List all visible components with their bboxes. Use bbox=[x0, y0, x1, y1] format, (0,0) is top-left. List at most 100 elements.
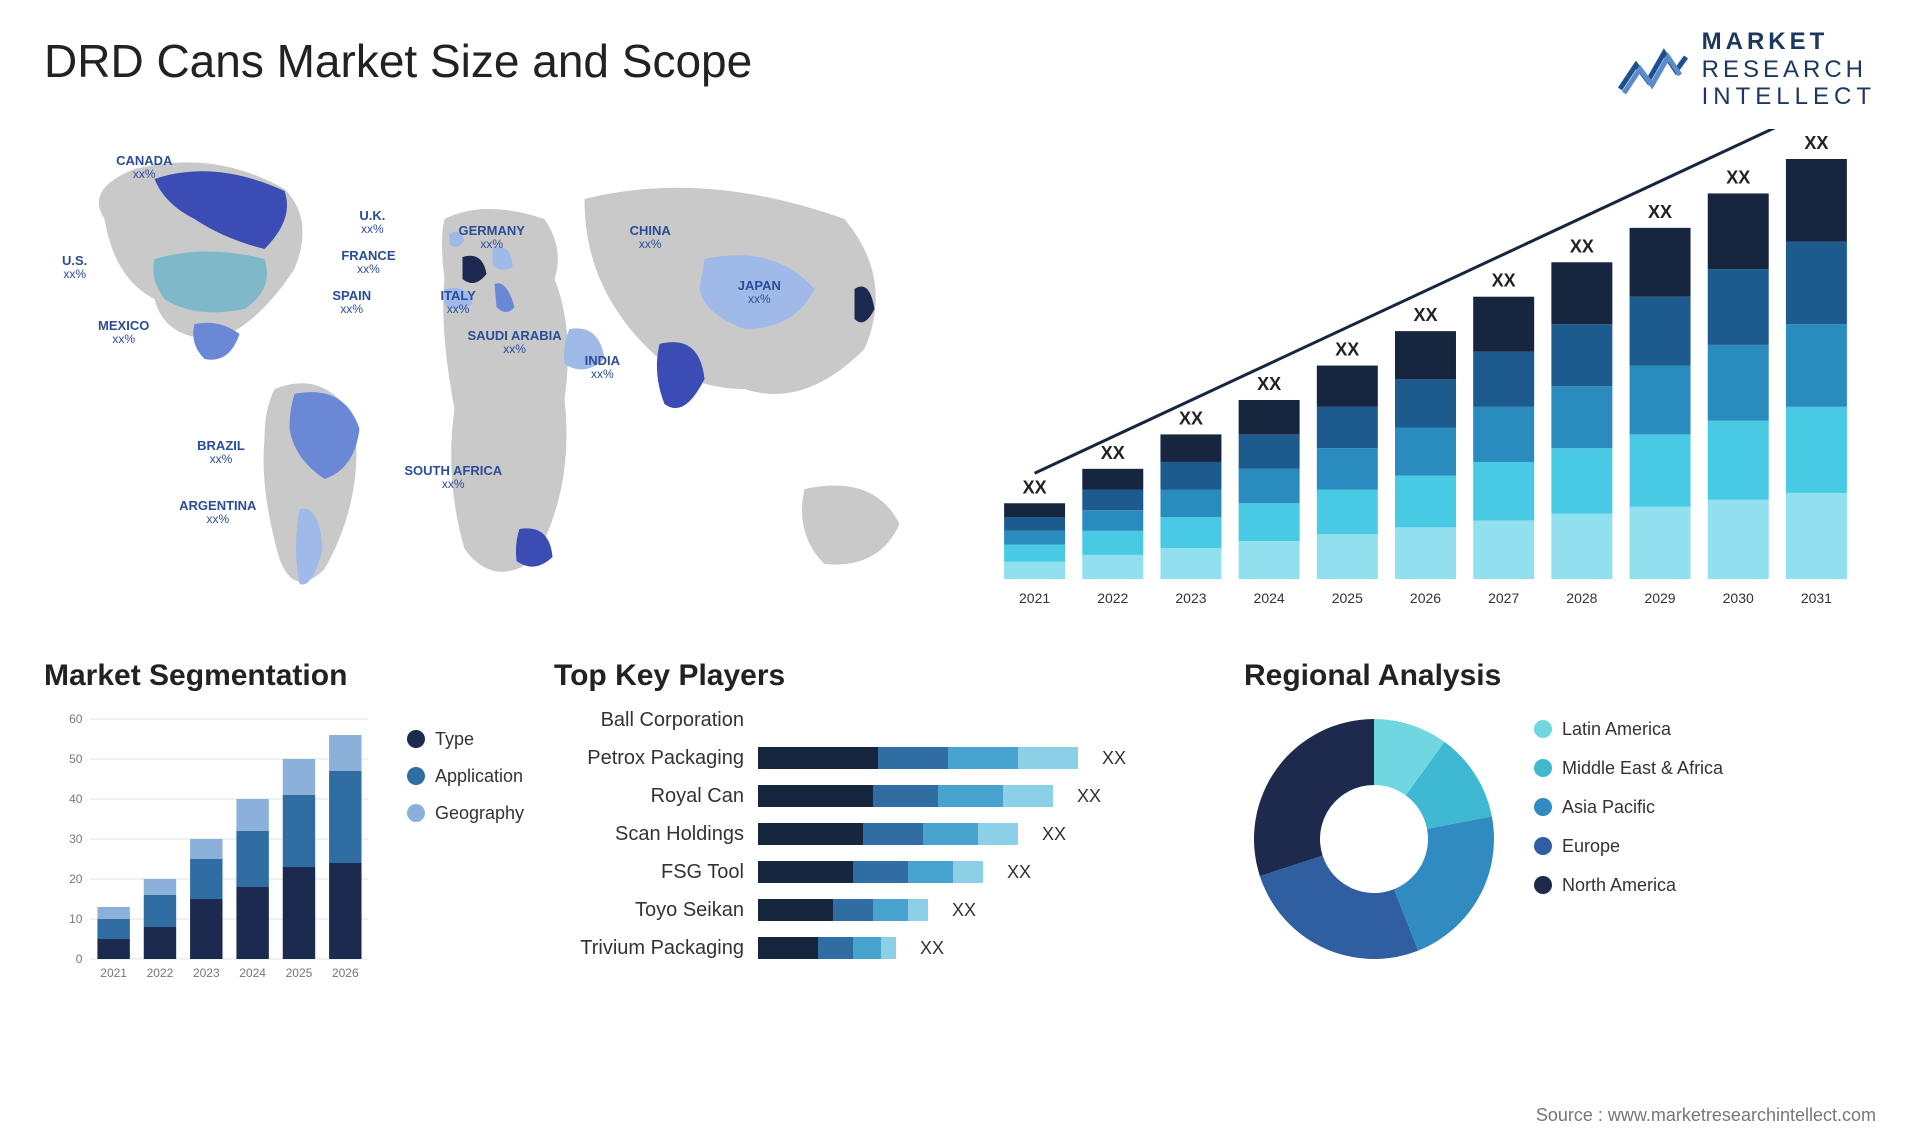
player-value: XX bbox=[1102, 748, 1126, 769]
player-row: Royal Can XX bbox=[554, 785, 1214, 808]
legend-item: Geography bbox=[407, 803, 524, 824]
country-label: SOUTH AFRICAxx% bbox=[404, 464, 502, 491]
player-bar bbox=[758, 823, 1018, 845]
svg-text:XX: XX bbox=[1804, 133, 1828, 153]
country-label: SPAINxx% bbox=[332, 289, 371, 316]
player-name: Toyo Seikan bbox=[554, 899, 744, 922]
legend-item: North America bbox=[1534, 875, 1723, 896]
svg-text:2030: 2030 bbox=[1723, 590, 1754, 606]
svg-text:30: 30 bbox=[69, 832, 83, 846]
svg-text:2026: 2026 bbox=[332, 966, 359, 980]
svg-text:2023: 2023 bbox=[193, 966, 220, 980]
svg-text:2024: 2024 bbox=[1254, 590, 1285, 606]
player-name: Petrox Packaging bbox=[554, 747, 744, 770]
player-name: Ball Corporation bbox=[554, 709, 744, 732]
players-list: Ball CorporationPetrox PackagingXXRoyal … bbox=[554, 709, 1214, 960]
country-label: U.K.xx% bbox=[359, 209, 385, 236]
svg-text:XX: XX bbox=[1492, 270, 1516, 290]
brand-line2: RESEARCH bbox=[1702, 56, 1876, 84]
player-row: Toyo Seikan XX bbox=[554, 899, 1214, 922]
regional-title: Regional Analysis bbox=[1244, 659, 1876, 693]
segmentation-chart: 0 10 20 30 40 50 60 2021 2022 2023 2024 2025 2026 bbox=[44, 709, 385, 989]
svg-text:60: 60 bbox=[69, 712, 83, 726]
country-label: SAUDI ARABIAxx% bbox=[467, 329, 561, 356]
brand-line3: INTELLECT bbox=[1702, 83, 1876, 111]
country-label: MEXICOxx% bbox=[98, 319, 149, 346]
player-value: XX bbox=[952, 900, 976, 921]
svg-text:2022: 2022 bbox=[1097, 590, 1128, 606]
brand-line1: MARKET bbox=[1702, 28, 1876, 56]
players-title: Top Key Players bbox=[554, 659, 1214, 693]
legend-item: Application bbox=[407, 766, 524, 787]
svg-text:XX: XX bbox=[1570, 236, 1594, 256]
svg-text:2021: 2021 bbox=[100, 966, 127, 980]
legend-item: Type bbox=[407, 729, 524, 750]
regional-legend: Latin America Middle East & Africa Asia Pa… bbox=[1534, 709, 1723, 969]
country-label: FRANCExx% bbox=[341, 249, 395, 276]
country-label: ITALYxx% bbox=[440, 289, 475, 316]
svg-text:2029: 2029 bbox=[1644, 590, 1675, 606]
player-row: FSG Tool XX bbox=[554, 861, 1214, 884]
forecast-chart: XX2021XX2022XX2023XX2024XX2025XX2026XX20… bbox=[975, 129, 1876, 629]
player-bar bbox=[758, 861, 983, 883]
svg-text:2025: 2025 bbox=[286, 966, 313, 980]
svg-text:2025: 2025 bbox=[1332, 590, 1363, 606]
svg-text:2028: 2028 bbox=[1566, 590, 1597, 606]
svg-text:10: 10 bbox=[69, 912, 83, 926]
player-name: Royal Can bbox=[554, 785, 744, 808]
regional-donut bbox=[1244, 709, 1504, 969]
svg-text:20: 20 bbox=[69, 872, 83, 886]
segmentation-title: Market Segmentation bbox=[44, 659, 524, 693]
svg-text:XX: XX bbox=[1648, 202, 1672, 222]
country-label: GERMANYxx% bbox=[458, 224, 524, 251]
player-value: XX bbox=[1042, 824, 1066, 845]
legend-item: Europe bbox=[1534, 836, 1723, 857]
world-map-chart: CANADAxx% U.S.xx% MEXICOxx% BRAZILxx% ARGENT… bbox=[44, 129, 945, 629]
brand-logo: MARKET RESEARCH INTELLECT bbox=[1618, 28, 1876, 111]
country-label: CHINAxx% bbox=[630, 224, 671, 251]
player-row: Ball Corporation bbox=[554, 709, 1214, 732]
player-row: Trivium Packaging XX bbox=[554, 937, 1214, 960]
svg-text:2023: 2023 bbox=[1175, 590, 1206, 606]
svg-text:XX: XX bbox=[1726, 167, 1750, 187]
country-label: U.S.xx% bbox=[62, 254, 87, 281]
svg-text:2024: 2024 bbox=[239, 966, 266, 980]
svg-text:0: 0 bbox=[76, 952, 83, 966]
brand-mark-icon bbox=[1618, 43, 1688, 95]
page-title: DRD Cans Market Size and Scope bbox=[44, 34, 752, 88]
svg-text:2031: 2031 bbox=[1801, 590, 1832, 606]
player-value: XX bbox=[1007, 862, 1031, 883]
player-value: XX bbox=[1077, 786, 1101, 807]
player-bar bbox=[758, 937, 896, 959]
country-label: JAPANxx% bbox=[738, 279, 781, 306]
player-name: Trivium Packaging bbox=[554, 937, 744, 960]
country-label: BRAZILxx% bbox=[197, 439, 245, 466]
svg-text:XX: XX bbox=[1257, 374, 1281, 394]
legend-item: Latin America bbox=[1534, 719, 1723, 740]
svg-text:40: 40 bbox=[69, 792, 83, 806]
legend-item: Middle East & Africa bbox=[1534, 758, 1723, 779]
source-text: Source : www.marketresearchintellect.com bbox=[1536, 1105, 1876, 1126]
svg-text:XX: XX bbox=[1101, 443, 1125, 463]
player-name: FSG Tool bbox=[554, 861, 744, 884]
player-bar bbox=[758, 747, 1078, 769]
forecast-svg: XX2021XX2022XX2023XX2024XX2025XX2026XX20… bbox=[975, 129, 1876, 629]
players-section: Top Key Players Ball Corporation Petrox P… bbox=[554, 659, 1214, 989]
legend-item: Asia Pacific bbox=[1534, 797, 1723, 818]
country-label: ARGENTINAxx% bbox=[179, 499, 256, 526]
svg-text:2026: 2026 bbox=[1410, 590, 1441, 606]
svg-text:XX: XX bbox=[1179, 408, 1203, 428]
player-bar bbox=[758, 785, 1053, 807]
svg-text:2022: 2022 bbox=[147, 966, 174, 980]
svg-text:50: 50 bbox=[69, 752, 83, 766]
player-bar bbox=[758, 899, 928, 921]
country-label: INDIAxx% bbox=[585, 354, 620, 381]
country-label: CANADAxx% bbox=[116, 154, 172, 181]
player-row: Scan HoldingsXX bbox=[554, 823, 1214, 846]
regional-section: Regional Analysis Latin America Middle Ea… bbox=[1244, 659, 1876, 989]
svg-text:XX: XX bbox=[1023, 477, 1047, 497]
segmentation-section: Market Segmentation 0 10 20 30 40 50 60 2021 202… bbox=[44, 659, 524, 989]
player-value: XX bbox=[920, 938, 944, 959]
svg-text:XX: XX bbox=[1413, 305, 1437, 325]
world-map-svg bbox=[44, 129, 945, 629]
